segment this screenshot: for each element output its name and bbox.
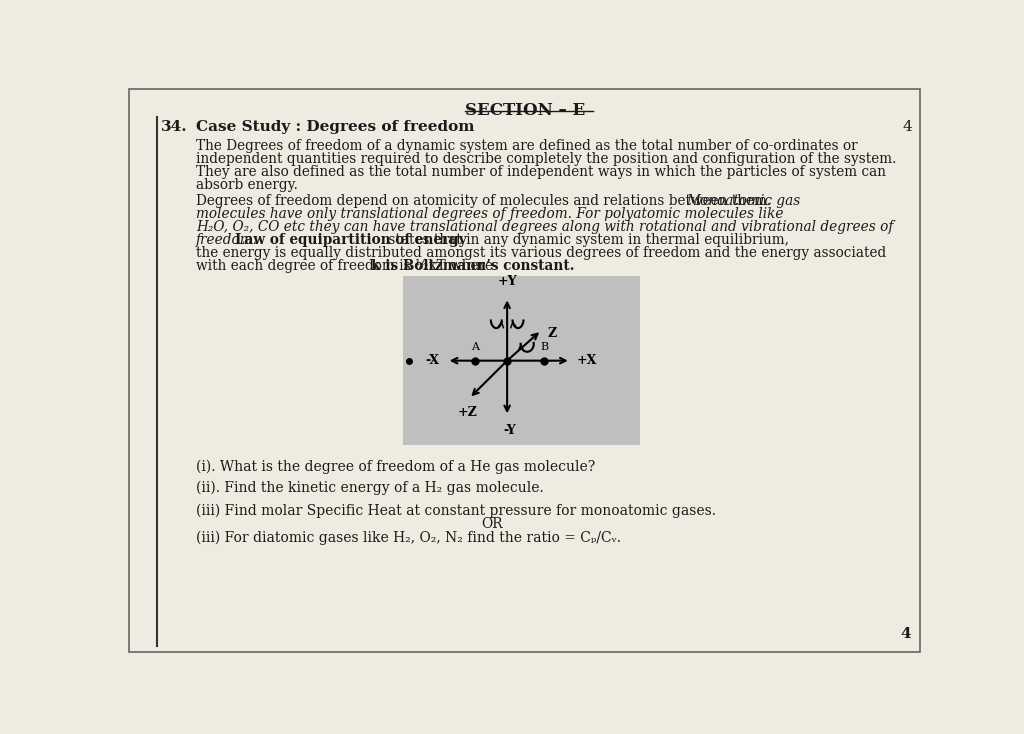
Text: k is Boltzmann’s constant.: k is Boltzmann’s constant. (372, 259, 574, 273)
Text: states that in any dynamic system in thermal equilibrium,: states that in any dynamic system in the… (384, 233, 788, 247)
Text: freedom.: freedom. (197, 233, 262, 247)
Text: with each degree of freedom is ½kT where: with each degree of freedom is ½kT where (197, 259, 498, 273)
Text: 34.: 34. (161, 120, 187, 134)
Text: +Z: +Z (458, 406, 477, 419)
Text: The Degrees of freedom of a dynamic system are defined as the total number of co: The Degrees of freedom of a dynamic syst… (197, 139, 858, 153)
Text: B: B (541, 342, 549, 352)
FancyBboxPatch shape (129, 89, 920, 652)
Text: absorb energy.: absorb energy. (197, 178, 298, 192)
Text: (iii) Find molar Specific Heat at constant pressure for monoatomic gases.: (iii) Find molar Specific Heat at consta… (197, 504, 716, 518)
Text: (iii) For diatomic gases like H₂, O₂, N₂ find the ratio = Cₚ/Cᵥ.: (iii) For diatomic gases like H₂, O₂, N₂… (197, 531, 622, 545)
Text: 4: 4 (902, 120, 912, 134)
Text: Case Study : Degrees of freedom: Case Study : Degrees of freedom (197, 120, 475, 134)
Text: (ii). Find the kinetic energy of a H₂ gas molecule.: (ii). Find the kinetic energy of a H₂ ga… (197, 481, 544, 495)
Text: -Y: -Y (503, 424, 516, 437)
Text: molecules have only translational degrees of freedom. For polyatomic molecules l: molecules have only translational degree… (197, 207, 783, 221)
Text: Monoatomic gas: Monoatomic gas (686, 194, 800, 208)
Text: H₂O, O₂, CO etc they can have translational degrees along with rotational and vi: H₂O, O₂, CO etc they can have translatio… (197, 219, 894, 233)
Text: independent quantities required to describe completely the position and configur: independent quantities required to descr… (197, 152, 897, 166)
Text: A: A (471, 342, 478, 352)
Text: (i). What is the degree of freedom of a He gas molecule?: (i). What is the degree of freedom of a … (197, 459, 595, 473)
Text: Law of equipartition of energy: Law of equipartition of energy (234, 233, 467, 247)
Text: -X: -X (425, 355, 439, 367)
Text: +X: +X (577, 355, 597, 367)
Text: They are also defined as the total number of independent ways in which the parti: They are also defined as the total numbe… (197, 165, 886, 179)
Text: 4: 4 (900, 627, 910, 641)
Text: OR: OR (481, 517, 503, 531)
Text: the energy is equally distributed amongst its various degrees of freedom and the: the energy is equally distributed amongs… (197, 246, 887, 260)
Text: Degrees of freedom depend on atomicity of molecules and relations between them.: Degrees of freedom depend on atomicity o… (197, 194, 776, 208)
Text: SECTION – E: SECTION – E (465, 102, 585, 119)
Text: Z: Z (548, 327, 557, 341)
FancyBboxPatch shape (403, 276, 640, 446)
Text: +Y: +Y (498, 275, 517, 288)
